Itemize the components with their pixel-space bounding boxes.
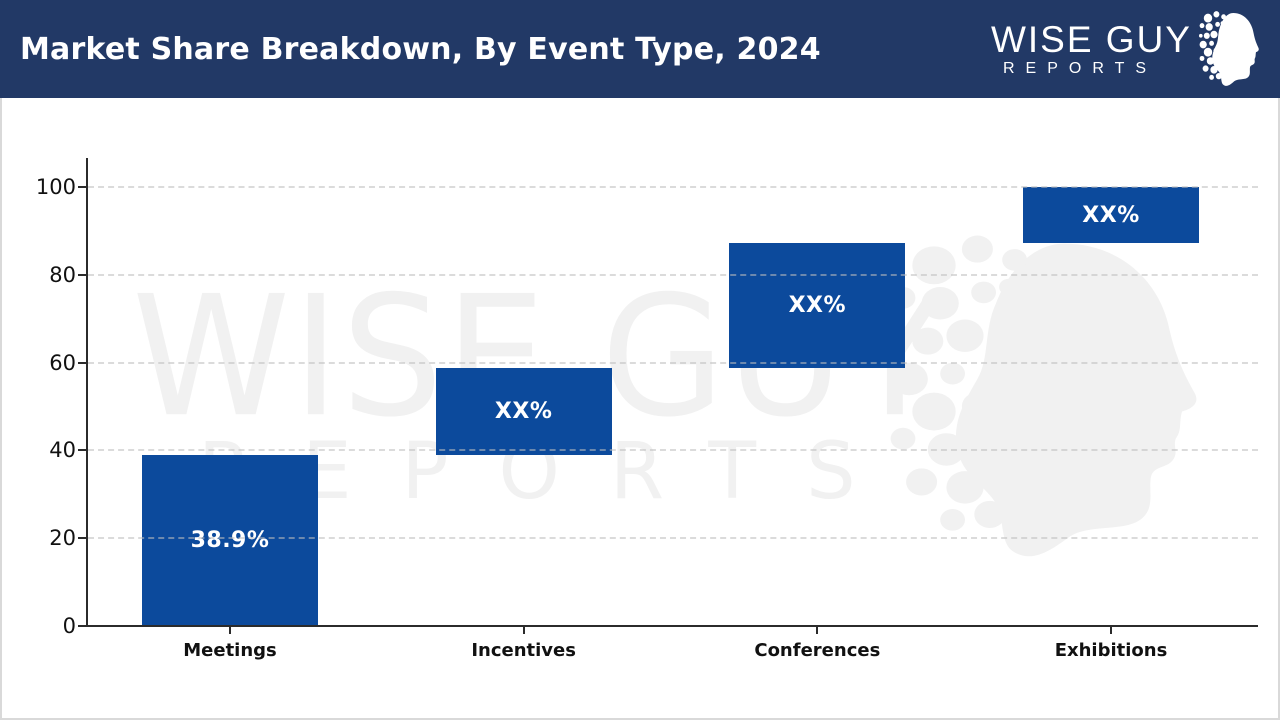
x-axis-label-meetings: Meetings xyxy=(183,640,277,661)
bar-value-label: XX% xyxy=(494,399,553,425)
bar-value-label: XX% xyxy=(788,293,847,319)
y-tick-40 xyxy=(78,449,88,452)
y-axis-tick-label-0: 0 xyxy=(62,614,76,638)
x-tick-conferences xyxy=(816,626,819,634)
x-axis-line xyxy=(86,625,1258,627)
y-tick-60 xyxy=(78,361,88,364)
bar-value-label: 38.9% xyxy=(190,528,270,554)
watermark-dotted-head-icon xyxy=(887,235,1197,557)
x-tick-meetings xyxy=(229,626,231,634)
logo-wordmark: WISE GUY REPORTS xyxy=(991,20,1192,78)
gridline-60 xyxy=(88,361,1258,364)
y-tick-80 xyxy=(78,273,88,276)
gridline-100 xyxy=(88,186,1258,188)
wise-guy-reports-logo: WISE GUY REPORTS xyxy=(991,8,1280,90)
logo-dotted-head-icon xyxy=(1199,11,1259,86)
gridline-80 xyxy=(88,273,1258,276)
y-axis-tick-label-20: 20 xyxy=(49,526,76,551)
y-axis-tick-label-100: 100 xyxy=(35,175,76,199)
bar-exhibitions: XX% xyxy=(1023,187,1199,244)
gridline-20 xyxy=(88,537,1258,540)
y-axis-tick-label-80: 80 xyxy=(49,262,76,287)
bar-conferences: XX% xyxy=(729,243,906,368)
x-tick-incentives xyxy=(522,626,525,634)
x-axis-label-exhibitions: Exhibitions xyxy=(1054,640,1168,661)
logo-wordmark-line1: WISE GUY xyxy=(990,19,1192,60)
bar-meetings: 38.9% xyxy=(142,455,318,626)
bar-value-label: XX% xyxy=(1082,202,1140,228)
x-axis-label-incentives: Incentives xyxy=(471,640,576,661)
y-axis-tick-label-40: 40 xyxy=(49,438,76,463)
logo-wordmark-line2: REPORTS xyxy=(1002,60,1158,77)
x-tick-exhibitions xyxy=(1110,626,1112,634)
y-axis-tick-label-60: 60 xyxy=(49,350,76,375)
gridline-40 xyxy=(88,449,1258,452)
bar-incentives: XX% xyxy=(435,367,612,456)
header-bar: Market Share Breakdown, By Event Type, 2… xyxy=(0,0,1280,98)
y-tick-0 xyxy=(78,625,88,627)
page-title: Market Share Breakdown, By Event Type, 2… xyxy=(20,31,821,67)
y-tick-100 xyxy=(78,186,88,188)
x-axis-label-conferences: Conferences xyxy=(754,640,881,661)
y-axis-line xyxy=(86,158,88,626)
y-tick-20 xyxy=(78,537,88,540)
